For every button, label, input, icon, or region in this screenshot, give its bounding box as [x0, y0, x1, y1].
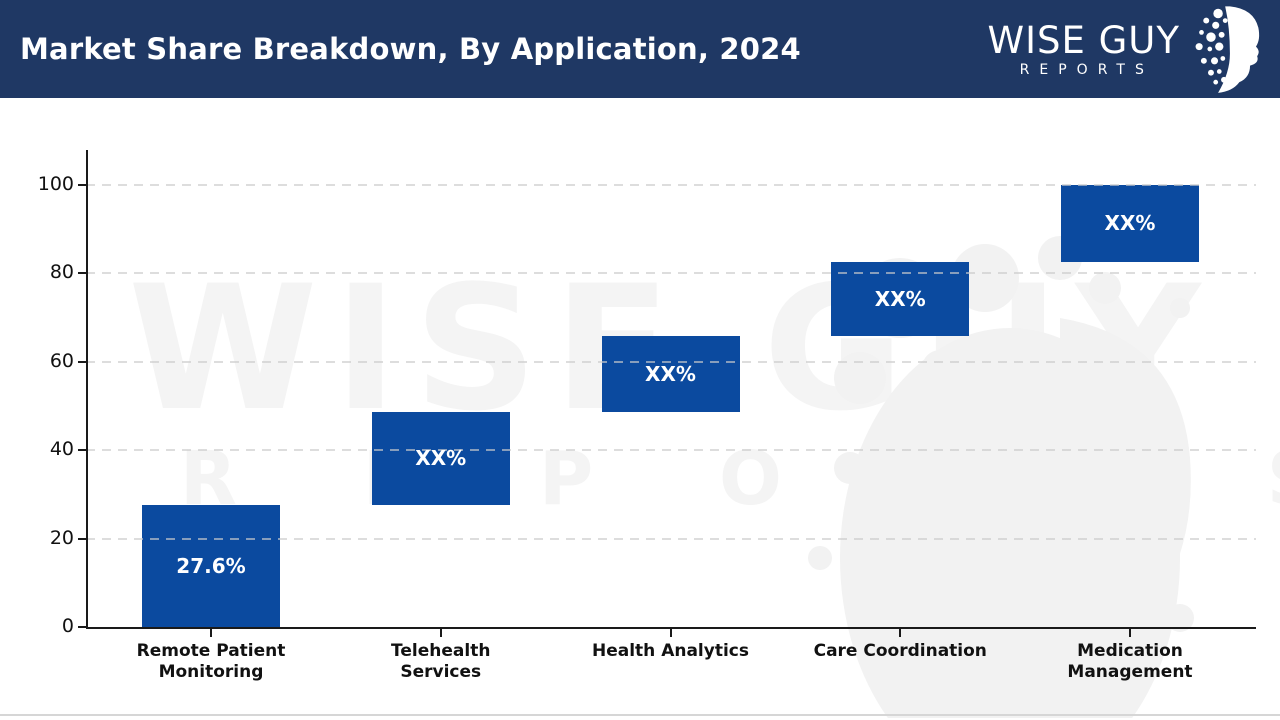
header-bar: Market Share Breakdown, By Application, … [0, 0, 1280, 98]
brand-subname: REPORTS [1019, 61, 1154, 78]
y-tick-label: 60 [49, 349, 74, 372]
y-tick [78, 449, 86, 452]
y-tick [78, 184, 86, 186]
bar-segment [1061, 185, 1199, 262]
gridline [86, 272, 1256, 275]
bar-value-label: XX% [645, 361, 696, 386]
x-tick [210, 629, 212, 637]
y-tick [78, 360, 86, 363]
bar-value-label: XX% [415, 446, 467, 471]
brand-name: WISE GUY [987, 18, 1180, 62]
y-tick-label: 80 [49, 261, 74, 284]
y-tick-label: 20 [49, 526, 74, 549]
brand-logo-text: WISE GUY REPORTS [988, 22, 1180, 77]
bar-value-label: 27.6% [176, 553, 246, 578]
gridline [86, 360, 1256, 363]
x-category-label: Care Coordination [790, 641, 1010, 662]
dotted-face-icon [1195, 6, 1260, 93]
chart-title: Market Share Breakdown, By Application, … [20, 32, 801, 66]
x-tick [669, 629, 672, 637]
x-category-line: Services [400, 662, 482, 682]
x-category-label: Remote Patient Monitoring [101, 641, 321, 683]
x-tick [439, 629, 442, 637]
y-tick-label: 40 [49, 438, 74, 461]
x-axis-line [86, 627, 1256, 629]
x-category-line: Management [1067, 662, 1193, 682]
x-category-line: Monitoring [158, 662, 264, 682]
x-category-line: Care Coordination [813, 641, 987, 661]
bar-segment [601, 336, 740, 412]
x-tick [1129, 629, 1131, 637]
x-category-line: Telehealth [391, 641, 491, 661]
y-tick [78, 537, 86, 540]
gridline [86, 537, 1256, 540]
y-tick-label: 0 [61, 615, 74, 637]
brand-logo: WISE GUY REPORTS [988, 4, 1266, 94]
y-tick [78, 272, 86, 275]
y-tick-label: 100 [37, 173, 74, 195]
gridline [86, 184, 1256, 186]
y-tick [78, 626, 86, 628]
x-tick [899, 629, 902, 637]
bar-segment [371, 411, 510, 505]
y-axis-line [86, 150, 88, 629]
bar-value-label: XX% [874, 287, 926, 312]
x-category-label: Telehealth Services [331, 641, 551, 683]
bar-segment [142, 505, 280, 627]
footer-divider [0, 714, 1280, 716]
bar-value-label: XX% [1104, 211, 1156, 236]
x-category-line: Remote Patient [136, 641, 286, 661]
x-category-line: Medication [1077, 641, 1183, 661]
x-category-label: Medication Management [1020, 641, 1240, 683]
x-category-label: Health Analytics [561, 641, 781, 662]
x-category-line: Health Analytics [592, 641, 749, 661]
plot-area: WISE GUY R E P O R T S 27.6%Remote Patie… [0, 98, 1280, 720]
gridline [86, 449, 1256, 452]
